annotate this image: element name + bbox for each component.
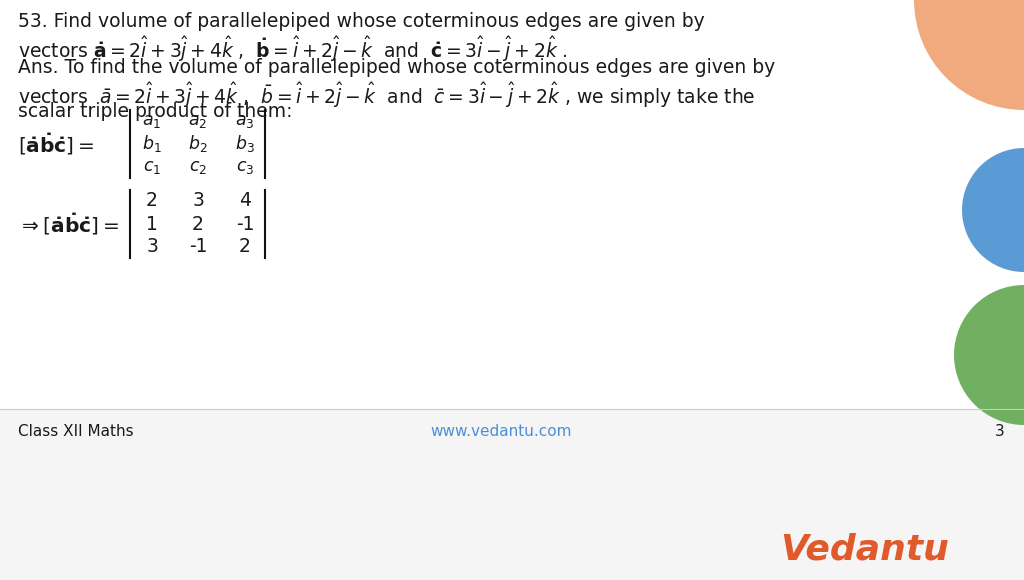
Text: 3: 3 [193, 191, 204, 211]
Text: 53. Find volume of parallelepiped whose coterminous edges are given by: 53. Find volume of parallelepiped whose … [18, 12, 705, 31]
Text: 2: 2 [193, 215, 204, 234]
Text: $b_{2}$: $b_{2}$ [188, 133, 208, 154]
Wedge shape [914, 0, 1024, 110]
Text: $c_{1}$: $c_{1}$ [143, 158, 161, 176]
Text: $\Rightarrow[\mathbf{\dot{a}}\mathbf{\dot{b}}\mathbf{\dot{c}}]=$: $\Rightarrow[\mathbf{\dot{a}}\mathbf{\do… [18, 211, 119, 237]
Text: Ans. To find the volume of parallelepiped whose coterminous edges are given by: Ans. To find the volume of parallelepipe… [18, 58, 775, 77]
FancyBboxPatch shape [0, 409, 1024, 580]
Wedge shape [962, 148, 1024, 272]
Text: 2: 2 [239, 237, 251, 256]
Text: scalar triple product of them:: scalar triple product of them: [18, 102, 293, 121]
Text: $b_{3}$: $b_{3}$ [236, 133, 255, 154]
Text: vectors $\mathbf{\dot{a}}$$=2\hat{i}+3\hat{j}+4\hat{k}$ ,  $\mathbf{\dot{b}}=\ha: vectors $\mathbf{\dot{a}}$$=2\hat{i}+3\h… [18, 34, 567, 64]
Text: -1: -1 [188, 237, 207, 256]
Text: 3: 3 [995, 424, 1005, 439]
Text: 1: 1 [146, 215, 158, 234]
Text: Vedantu: Vedantu [780, 532, 949, 566]
Text: www.vedantu.com: www.vedantu.com [430, 424, 571, 439]
Text: $c_{2}$: $c_{2}$ [189, 158, 207, 176]
Text: $a_{2}$: $a_{2}$ [188, 112, 208, 130]
Text: $a_{3}$: $a_{3}$ [236, 112, 255, 130]
Text: 3: 3 [146, 237, 158, 256]
Text: 4: 4 [239, 191, 251, 211]
Text: $b_{1}$: $b_{1}$ [142, 133, 162, 154]
Text: $c_{3}$: $c_{3}$ [236, 158, 254, 176]
Text: vectors  $\bar{a}=2\hat{i}+3\hat{j}+4\hat{k}$ ,  $\bar{b}=\hat{i}+2\hat{j}-\hat{: vectors $\bar{a}=2\hat{i}+3\hat{j}+4\hat… [18, 80, 756, 110]
Text: $[\mathbf{\dot{a}}\mathbf{\dot{b}}\mathbf{\dot{c}}]=$: $[\mathbf{\dot{a}}\mathbf{\dot{b}}\mathb… [18, 131, 94, 157]
Text: Class XII Maths: Class XII Maths [18, 424, 133, 439]
Text: 2: 2 [146, 191, 158, 211]
Text: -1: -1 [236, 215, 254, 234]
FancyBboxPatch shape [0, 0, 1024, 409]
Text: $a_{1}$: $a_{1}$ [142, 112, 162, 130]
Wedge shape [954, 285, 1024, 425]
